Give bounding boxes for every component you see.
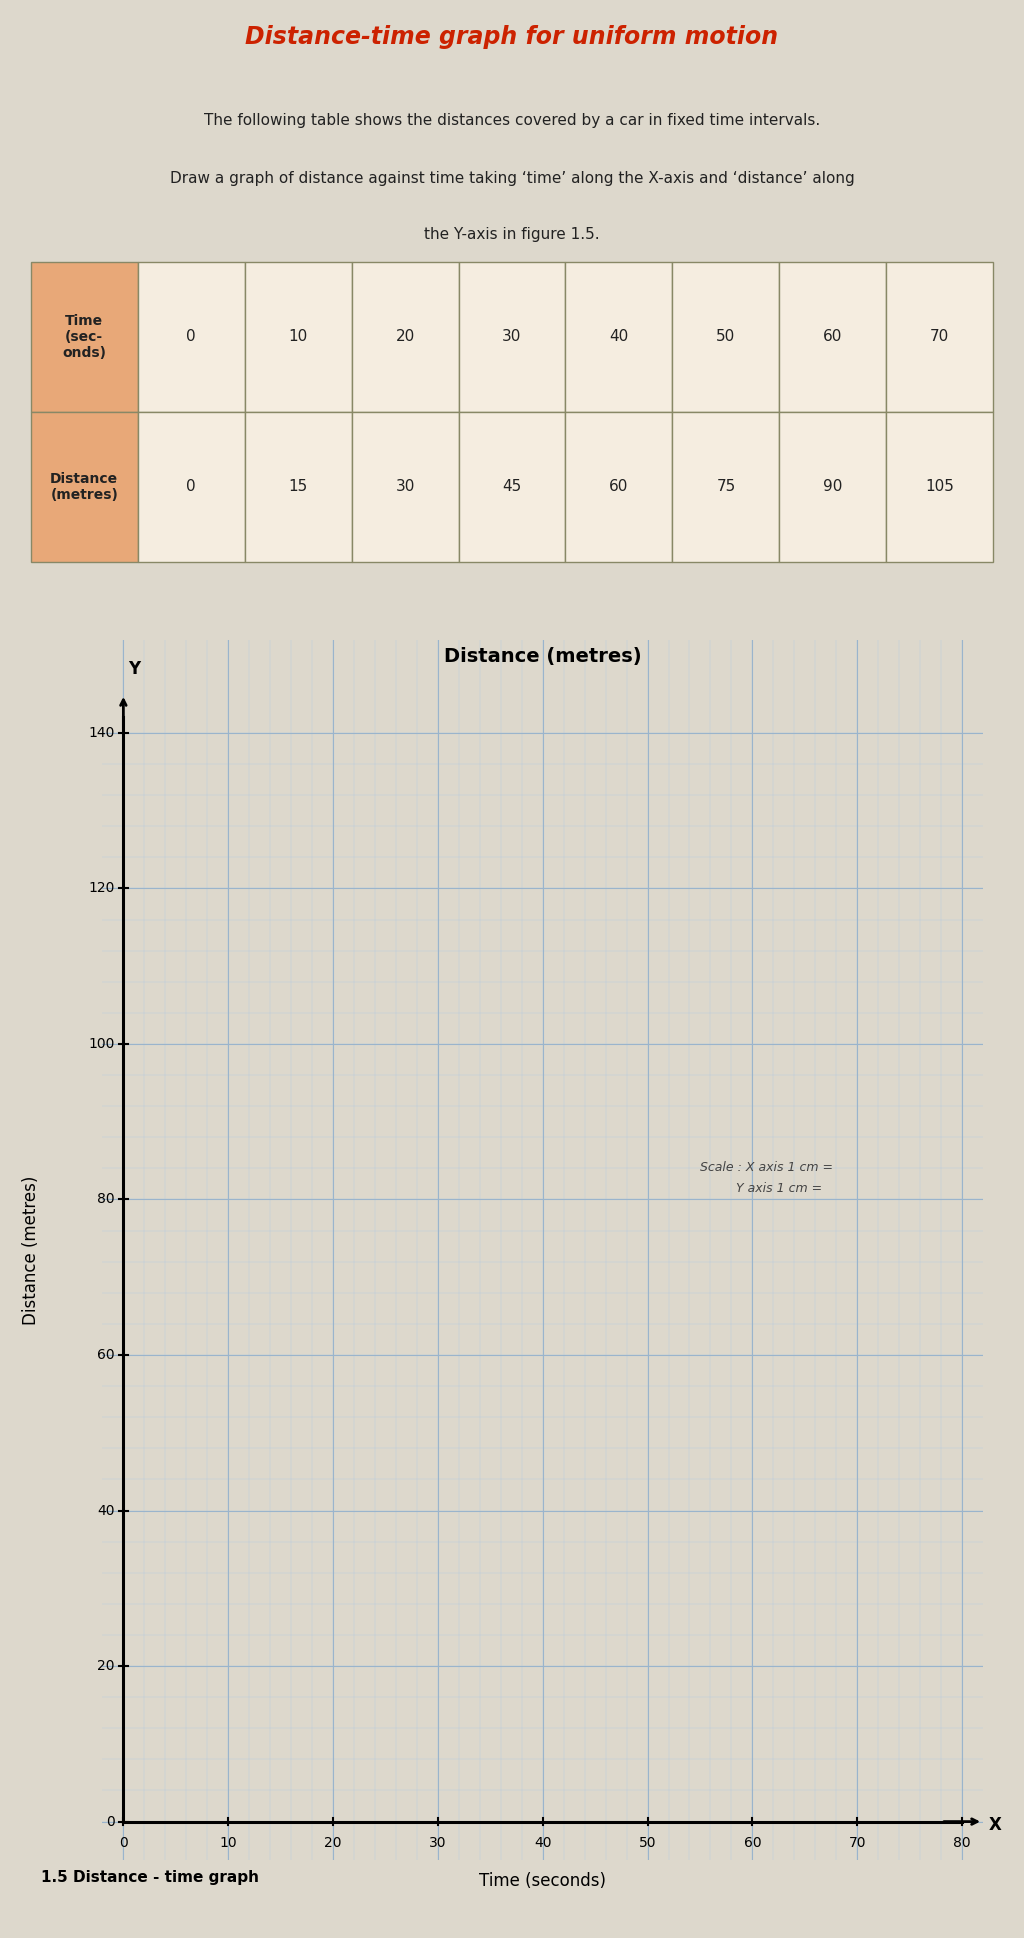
Text: 140: 140 (89, 727, 115, 740)
Text: 60: 60 (743, 1835, 761, 1849)
Text: 10: 10 (219, 1835, 237, 1849)
Text: 1.5 Distance - time graph: 1.5 Distance - time graph (41, 1870, 259, 1886)
Text: X: X (988, 1816, 1001, 1835)
Text: 40: 40 (534, 1835, 552, 1849)
Text: 70: 70 (849, 1835, 866, 1849)
Text: the Y-axis in figure 1.5.: the Y-axis in figure 1.5. (424, 227, 600, 242)
Text: 20: 20 (325, 1835, 342, 1849)
Text: Time (seconds): Time (seconds) (479, 1872, 606, 1890)
Text: Draw a graph of distance against time taking ‘time’ along the X-axis and ‘distan: Draw a graph of distance against time ta… (170, 171, 854, 186)
Text: 60: 60 (97, 1349, 115, 1362)
Text: 30: 30 (429, 1835, 446, 1849)
Text: Distance (metres): Distance (metres) (22, 1174, 40, 1326)
Text: Distance (metres): Distance (metres) (444, 647, 641, 667)
Text: The following table shows the distances covered by a car in fixed time intervals: The following table shows the distances … (204, 114, 820, 128)
Text: 120: 120 (89, 882, 115, 895)
Text: 20: 20 (97, 1659, 115, 1672)
Text: 80: 80 (953, 1835, 971, 1849)
Text: 50: 50 (639, 1835, 656, 1849)
Text: 0: 0 (119, 1835, 128, 1849)
Text: Y: Y (128, 661, 140, 678)
Text: Scale : X axis 1 cm =
         Y axis 1 cm =: Scale : X axis 1 cm = Y axis 1 cm = (700, 1161, 833, 1194)
Text: 40: 40 (97, 1504, 115, 1517)
Text: Distance-time graph for uniform motion: Distance-time graph for uniform motion (246, 25, 778, 48)
Text: 100: 100 (89, 1037, 115, 1050)
Text: 0: 0 (106, 1814, 115, 1829)
Text: 80: 80 (97, 1192, 115, 1207)
